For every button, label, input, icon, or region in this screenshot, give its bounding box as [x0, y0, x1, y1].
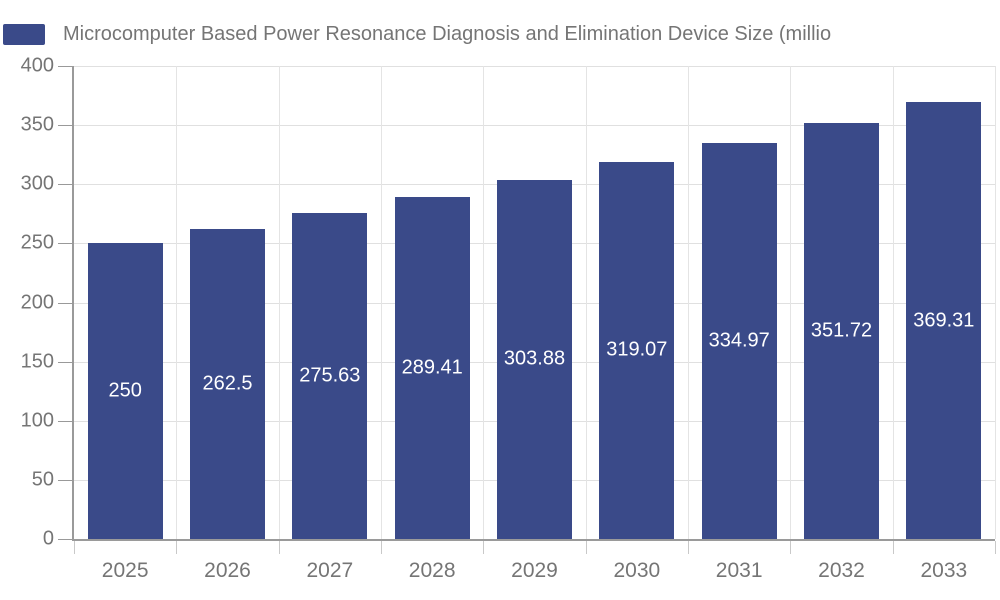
- y-axis-line: [72, 66, 74, 539]
- bar[interactable]: [190, 228, 265, 539]
- x-axis-tick: [585, 541, 587, 554]
- x-axis-line: [72, 539, 995, 541]
- y-axis-tick: [58, 184, 72, 186]
- y-axis-label: 300: [20, 172, 54, 195]
- x-axis-tick: [74, 541, 75, 554]
- x-gridline: [176, 66, 178, 539]
- y-axis-label: 200: [20, 291, 54, 313]
- y-axis-label: 50: [31, 468, 54, 491]
- x-axis-tick: [483, 541, 485, 554]
- x-axis-tick: [381, 541, 382, 554]
- y-axis-tick: [58, 243, 72, 245]
- x-axis-tick: [278, 541, 280, 554]
- x-gridline: [585, 66, 587, 539]
- y-axis-tick: [58, 420, 72, 422]
- x-gridline: [790, 66, 792, 539]
- y-axis-tick: [58, 302, 72, 304]
- bar[interactable]: [701, 142, 777, 539]
- y-axis-label: 100: [20, 409, 54, 432]
- bar[interactable]: [906, 102, 982, 539]
- x-axis-tick: [790, 541, 792, 554]
- x-gridline: [892, 66, 894, 539]
- x-gridline: [278, 66, 280, 539]
- y-axis-label: 150: [20, 350, 54, 373]
- legend-item[interactable]: Microcomputer Based Power Resonance Diag…: [3, 22, 831, 46]
- x-axis-tick: [688, 541, 689, 554]
- y-axis-tick: [58, 361, 72, 363]
- x-axis-label: 2030: [613, 559, 661, 582]
- bar[interactable]: [87, 243, 163, 539]
- y-axis-tick: [58, 125, 72, 127]
- x-axis-label: 2029: [511, 559, 558, 582]
- x-axis-label: 2025: [101, 559, 149, 582]
- x-axis-tick: [176, 541, 178, 554]
- x-axis-label: 2031: [715, 559, 763, 582]
- y-axis-tick: [58, 479, 72, 481]
- bar[interactable]: [394, 196, 470, 539]
- x-axis-label: 2033: [920, 559, 968, 582]
- bar[interactable]: [497, 179, 572, 539]
- x-axis-label: 2032: [818, 559, 865, 582]
- y-gridline: [74, 66, 995, 67]
- x-axis-tick: [995, 541, 996, 554]
- plot-area: 0 50 100 150 200 250 300 350 400 250 2025 262.5 2026…: [21, 55, 996, 582]
- x-gridline: [381, 66, 382, 539]
- x-axis-tick: [892, 541, 894, 554]
- bar[interactable]: [804, 123, 879, 539]
- bar[interactable]: [292, 213, 368, 539]
- y-axis-label: 0: [42, 527, 54, 550]
- y-axis-tick: [58, 539, 72, 540]
- x-axis-label: 2026: [204, 559, 251, 582]
- y-axis-label: 350: [20, 113, 54, 136]
- x-axis-label: 2027: [306, 559, 354, 582]
- legend-label: Microcomputer Based Power Resonance Diag…: [63, 22, 832, 45]
- legend-swatch-icon: [3, 23, 45, 45]
- x-gridline: [483, 66, 485, 539]
- x-axis-label: 2028: [408, 559, 456, 582]
- y-gridline: [74, 125, 995, 127]
- x-gridline: [688, 66, 689, 539]
- x-gridline: [995, 66, 996, 539]
- bar[interactable]: [599, 161, 675, 539]
- y-axis-tick: [58, 66, 72, 67]
- y-axis-label: 400: [20, 54, 54, 77]
- y-axis-label: 250: [20, 231, 54, 254]
